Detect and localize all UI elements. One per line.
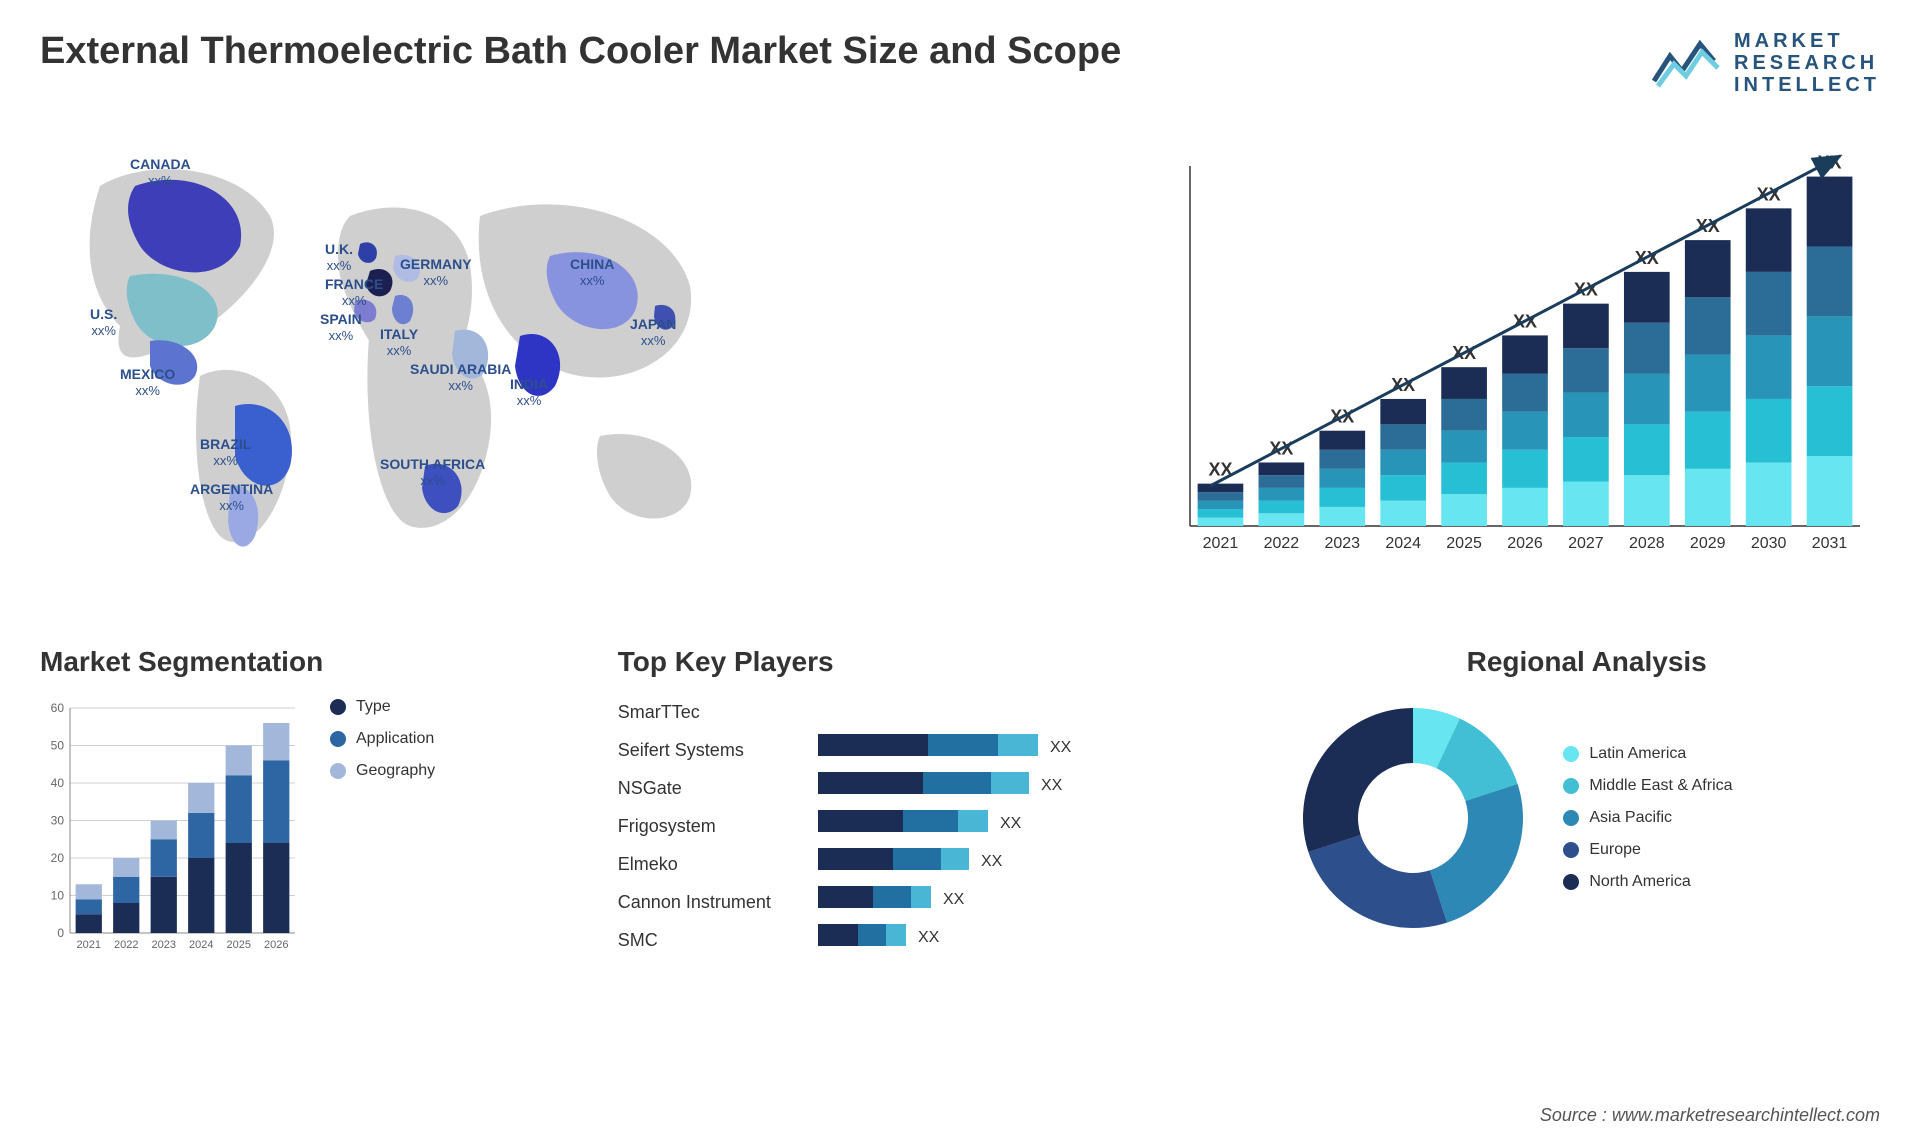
svg-text:10: 10 xyxy=(51,889,65,903)
player-labels: SmarTTec Seifert Systems NSGate Frigosystem… xyxy=(618,698,798,958)
svg-text:2022: 2022 xyxy=(1264,535,1300,552)
legend-item: Application xyxy=(330,730,435,748)
source-credit: Source : www.marketresearchintellect.com xyxy=(1540,1105,1880,1126)
regional-legend: Latin America Middle East & Africa Asia Pa… xyxy=(1563,745,1732,891)
player-label: Seifert Systems xyxy=(618,736,798,764)
country-label-argentina: ARGENTINAxx% xyxy=(190,481,273,513)
svg-text:2023: 2023 xyxy=(152,939,176,951)
country-label-spain: SPAINxx% xyxy=(320,311,362,343)
svg-text:2024: 2024 xyxy=(189,939,213,951)
brand-logo: MARKET RESEARCH INTELLECT xyxy=(1652,30,1880,96)
svg-text:2026: 2026 xyxy=(264,939,288,951)
svg-text:2021: 2021 xyxy=(77,939,101,951)
svg-text:2025: 2025 xyxy=(227,939,251,951)
svg-text:2030: 2030 xyxy=(1751,535,1787,552)
svg-text:XX: XX xyxy=(1000,815,1022,832)
player-label: Elmeko xyxy=(618,850,798,878)
svg-text:XX: XX xyxy=(943,891,965,908)
logo-line2: RESEARCH xyxy=(1734,52,1880,74)
svg-text:2031: 2031 xyxy=(1812,535,1848,552)
country-label-u-k-: U.K.xx% xyxy=(325,241,353,273)
country-label-south-africa: SOUTH AFRICAxx% xyxy=(380,456,485,488)
players-title: Top Key Players xyxy=(618,646,1254,678)
regional-title: Regional Analysis xyxy=(1293,646,1880,678)
svg-text:2027: 2027 xyxy=(1568,535,1604,552)
svg-text:20: 20 xyxy=(51,851,65,865)
svg-text:2023: 2023 xyxy=(1324,535,1360,552)
svg-text:XX: XX xyxy=(918,929,940,946)
player-label: Cannon Instrument xyxy=(618,888,798,916)
country-label-japan: JAPANxx% xyxy=(630,316,676,348)
svg-text:2026: 2026 xyxy=(1507,535,1543,552)
player-label: SMC xyxy=(618,926,798,954)
country-label-china: CHINAxx% xyxy=(570,256,614,288)
legend-item: Middle East & Africa xyxy=(1563,777,1732,795)
country-label-germany: GERMANYxx% xyxy=(400,256,472,288)
svg-text:XX: XX xyxy=(1050,739,1072,756)
logo-line1: MARKET xyxy=(1734,30,1880,52)
players-chart: XX XX XX XX XX XX xyxy=(818,698,1138,958)
svg-text:2022: 2022 xyxy=(114,939,138,951)
legend-item: Type xyxy=(330,698,435,716)
svg-text:2021: 2021 xyxy=(1203,535,1239,552)
legend-item: North America xyxy=(1563,873,1732,891)
svg-text:XX: XX xyxy=(981,853,1003,870)
country-label-canada: CANADAxx% xyxy=(130,156,191,188)
player-label: NSGate xyxy=(618,774,798,802)
svg-text:2024: 2024 xyxy=(1385,535,1421,552)
country-label-brazil: BRAZILxx% xyxy=(200,436,251,468)
svg-text:30: 30 xyxy=(51,814,65,828)
legend-item: Geography xyxy=(330,762,435,780)
country-label-france: FRANCExx% xyxy=(325,276,383,308)
player-label: SmarTTec xyxy=(618,698,798,726)
svg-text:60: 60 xyxy=(51,701,65,715)
svg-text:0: 0 xyxy=(57,926,64,940)
logo-line3: INTELLECT xyxy=(1734,74,1880,96)
logo-icon xyxy=(1652,36,1722,91)
country-label-mexico: MEXICOxx% xyxy=(120,366,175,398)
svg-text:2028: 2028 xyxy=(1629,535,1665,552)
regional-donut xyxy=(1293,698,1533,938)
page-title: External Thermoelectric Bath Cooler Mark… xyxy=(40,30,1121,73)
svg-text:XX: XX xyxy=(1041,777,1063,794)
player-label: Frigosystem xyxy=(618,812,798,840)
segmentation-title: Market Segmentation xyxy=(40,646,578,678)
world-map-section: CANADAxx% U.S.xx% MEXICOxx% BRAZILxx% ARGENT… xyxy=(40,126,1100,606)
legend-item: Asia Pacific xyxy=(1563,809,1732,827)
country-label-india: INDIAxx% xyxy=(510,376,548,408)
country-label-saudi-arabia: SAUDI ARABIAxx% xyxy=(410,361,511,393)
segmentation-chart: 0 10 20 30 40 50 60 2021 2022 2023 2024 2025 2026 xyxy=(40,698,300,958)
country-label-u-s-: U.S.xx% xyxy=(90,306,117,338)
segmentation-legend: Type Application Geography xyxy=(330,698,435,780)
market-size-chart: XX2021XX2022XX2023XX2024XX2025XX2026XX20… xyxy=(1160,126,1880,566)
legend-item: Europe xyxy=(1563,841,1732,859)
svg-text:50: 50 xyxy=(51,739,65,753)
country-label-italy: ITALYxx% xyxy=(380,326,418,358)
svg-text:2025: 2025 xyxy=(1446,535,1482,552)
svg-text:2029: 2029 xyxy=(1690,535,1726,552)
svg-text:40: 40 xyxy=(51,776,65,790)
legend-item: Latin America xyxy=(1563,745,1732,763)
